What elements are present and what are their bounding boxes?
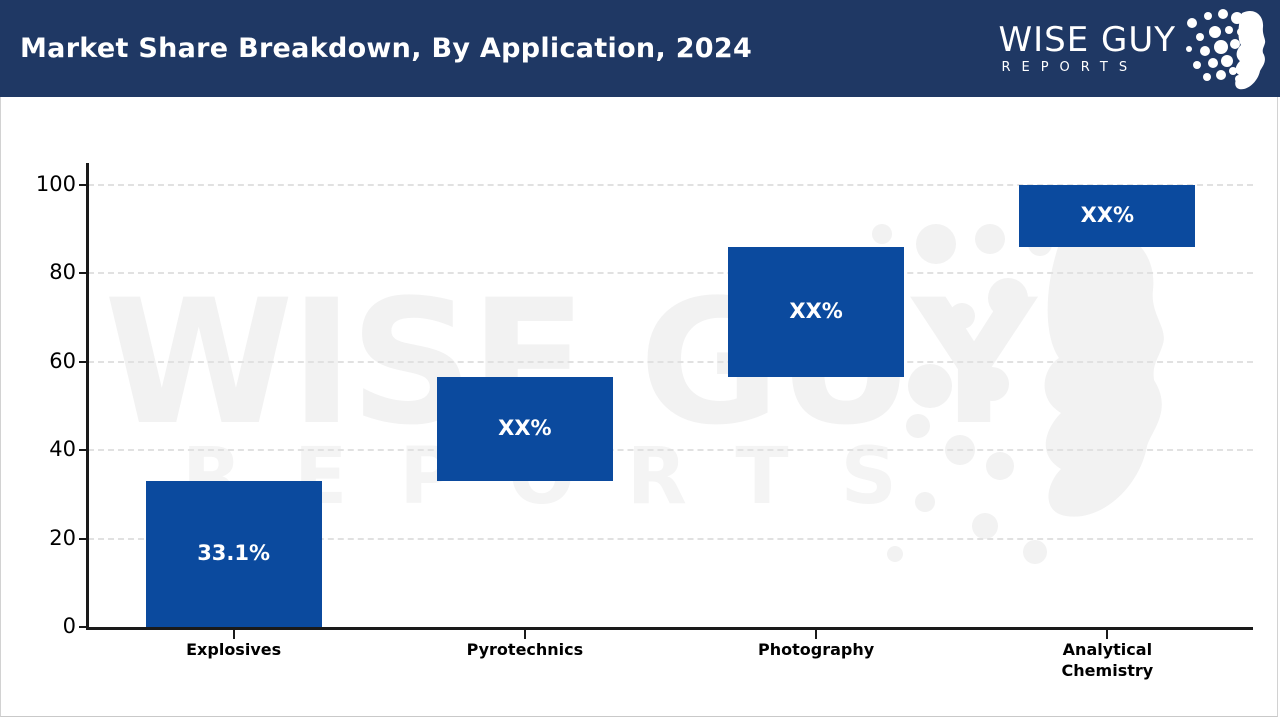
head-profile-dots-icon bbox=[1186, 8, 1266, 89]
header-bar: Market Share Breakdown, By Application, … bbox=[0, 0, 1280, 97]
page-title: Market Share Breakdown, By Application, … bbox=[20, 33, 753, 64]
y-gridline bbox=[88, 272, 1253, 275]
logo-wordmark: WISE GUY bbox=[998, 20, 1176, 60]
y-gridline bbox=[88, 537, 1253, 540]
category-label: Explosives bbox=[186, 640, 282, 659]
y-tick-label: 100 bbox=[35, 172, 76, 196]
y-tick-label: 0 bbox=[62, 614, 76, 638]
y-gridline bbox=[88, 360, 1253, 363]
wise-guy-logo: WISE GUY REPORTS bbox=[998, 7, 1266, 91]
y-tick-label: 60 bbox=[49, 348, 76, 373]
y-axis-line bbox=[86, 163, 89, 630]
category-label: Pyrotechnics bbox=[466, 640, 584, 659]
bar-explosives: 33.1% bbox=[145, 480, 322, 627]
y-gridline bbox=[88, 449, 1253, 452]
y-axis-tick bbox=[79, 184, 87, 186]
y-tick-label: 80 bbox=[49, 260, 76, 285]
head-profile-dots-watermark bbox=[872, 224, 1164, 564]
x-axis-tick bbox=[232, 630, 235, 639]
bar-pyrotechnics: XX% bbox=[436, 377, 613, 481]
y-axis-tick bbox=[79, 449, 87, 452]
x-axis-tick bbox=[815, 630, 818, 639]
y-axis-tick bbox=[79, 537, 87, 540]
bar-value-label: XX% bbox=[1080, 202, 1135, 227]
y-tick-label: 40 bbox=[49, 437, 76, 462]
y-tick-label: 20 bbox=[49, 525, 76, 550]
bar-value-label: 33.1% bbox=[197, 540, 271, 565]
y-axis-tick bbox=[79, 272, 87, 275]
y-gridline bbox=[88, 184, 1253, 186]
x-axis-tick bbox=[1106, 630, 1109, 639]
x-axis-line bbox=[86, 627, 1253, 630]
bar-analytical-chemistry: XX% bbox=[1019, 185, 1196, 247]
bar-photography: XX% bbox=[728, 246, 905, 378]
category-label: Analytical Chemistry bbox=[1061, 640, 1154, 680]
y-axis-tick bbox=[79, 626, 87, 628]
bar-value-label: XX% bbox=[498, 415, 552, 440]
logo-subtitle: REPORTS bbox=[1001, 60, 1139, 75]
x-axis-tick bbox=[523, 630, 526, 639]
bar-value-label: XX% bbox=[789, 298, 843, 323]
category-label: Photography bbox=[758, 640, 875, 659]
y-axis-tick bbox=[79, 360, 87, 363]
